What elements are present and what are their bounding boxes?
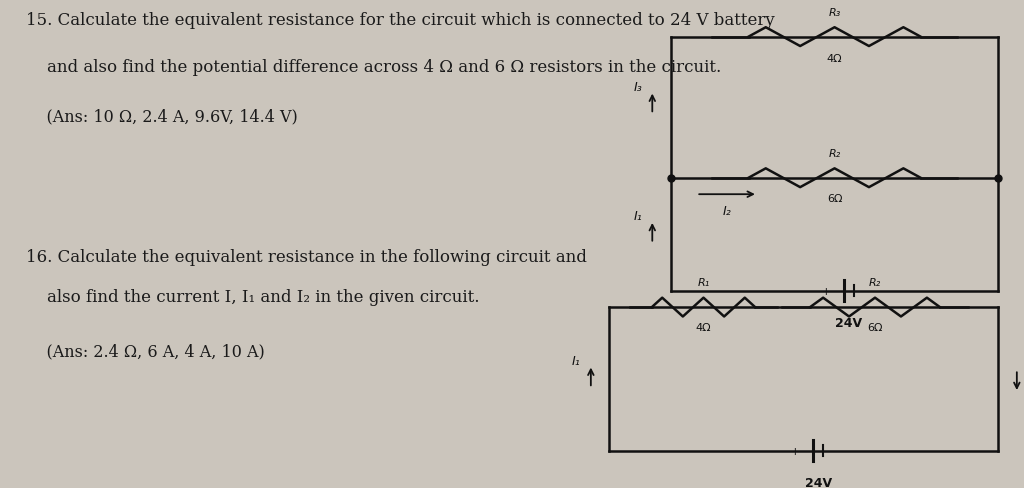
Text: +: + (822, 286, 830, 296)
Text: I₃: I₃ (633, 81, 642, 94)
Text: R₂: R₂ (869, 278, 881, 288)
Text: 6Ω: 6Ω (826, 193, 843, 203)
Text: and also find the potential difference across 4 Ω and 6 Ω resistors in the circu: and also find the potential difference a… (26, 59, 721, 76)
Text: 4Ω: 4Ω (826, 54, 843, 64)
Text: I₁: I₁ (633, 210, 642, 223)
Text: −: − (866, 286, 877, 296)
Text: (Ans: 10 Ω, 2.4 A, 9.6V, 14.4 V): (Ans: 10 Ω, 2.4 A, 9.6V, 14.4 V) (26, 108, 297, 125)
Text: 6Ω: 6Ω (867, 323, 883, 332)
Text: 4Ω: 4Ω (695, 323, 712, 332)
Text: R₂: R₂ (828, 149, 841, 159)
Text: 24V: 24V (836, 317, 862, 330)
Text: I₂: I₂ (723, 204, 731, 217)
Text: 24V: 24V (805, 476, 831, 488)
Text: 16. Calculate the equivalent resistance in the following circuit and: 16. Calculate the equivalent resistance … (26, 249, 587, 266)
Text: 15. Calculate the equivalent resistance for the circuit which is connected to 24: 15. Calculate the equivalent resistance … (26, 12, 774, 29)
Text: R₁: R₁ (697, 278, 710, 288)
Text: (Ans: 2.4 Ω, 6 A, 4 A, 10 A): (Ans: 2.4 Ω, 6 A, 4 A, 10 A) (26, 343, 264, 360)
Text: also find the current I, I₁ and I₂ in the given circuit.: also find the current I, I₁ and I₂ in th… (26, 289, 479, 305)
Text: I₁: I₁ (571, 354, 581, 367)
Text: +: + (792, 446, 800, 456)
Text: −: − (836, 446, 846, 456)
Text: R₃: R₃ (828, 8, 841, 18)
